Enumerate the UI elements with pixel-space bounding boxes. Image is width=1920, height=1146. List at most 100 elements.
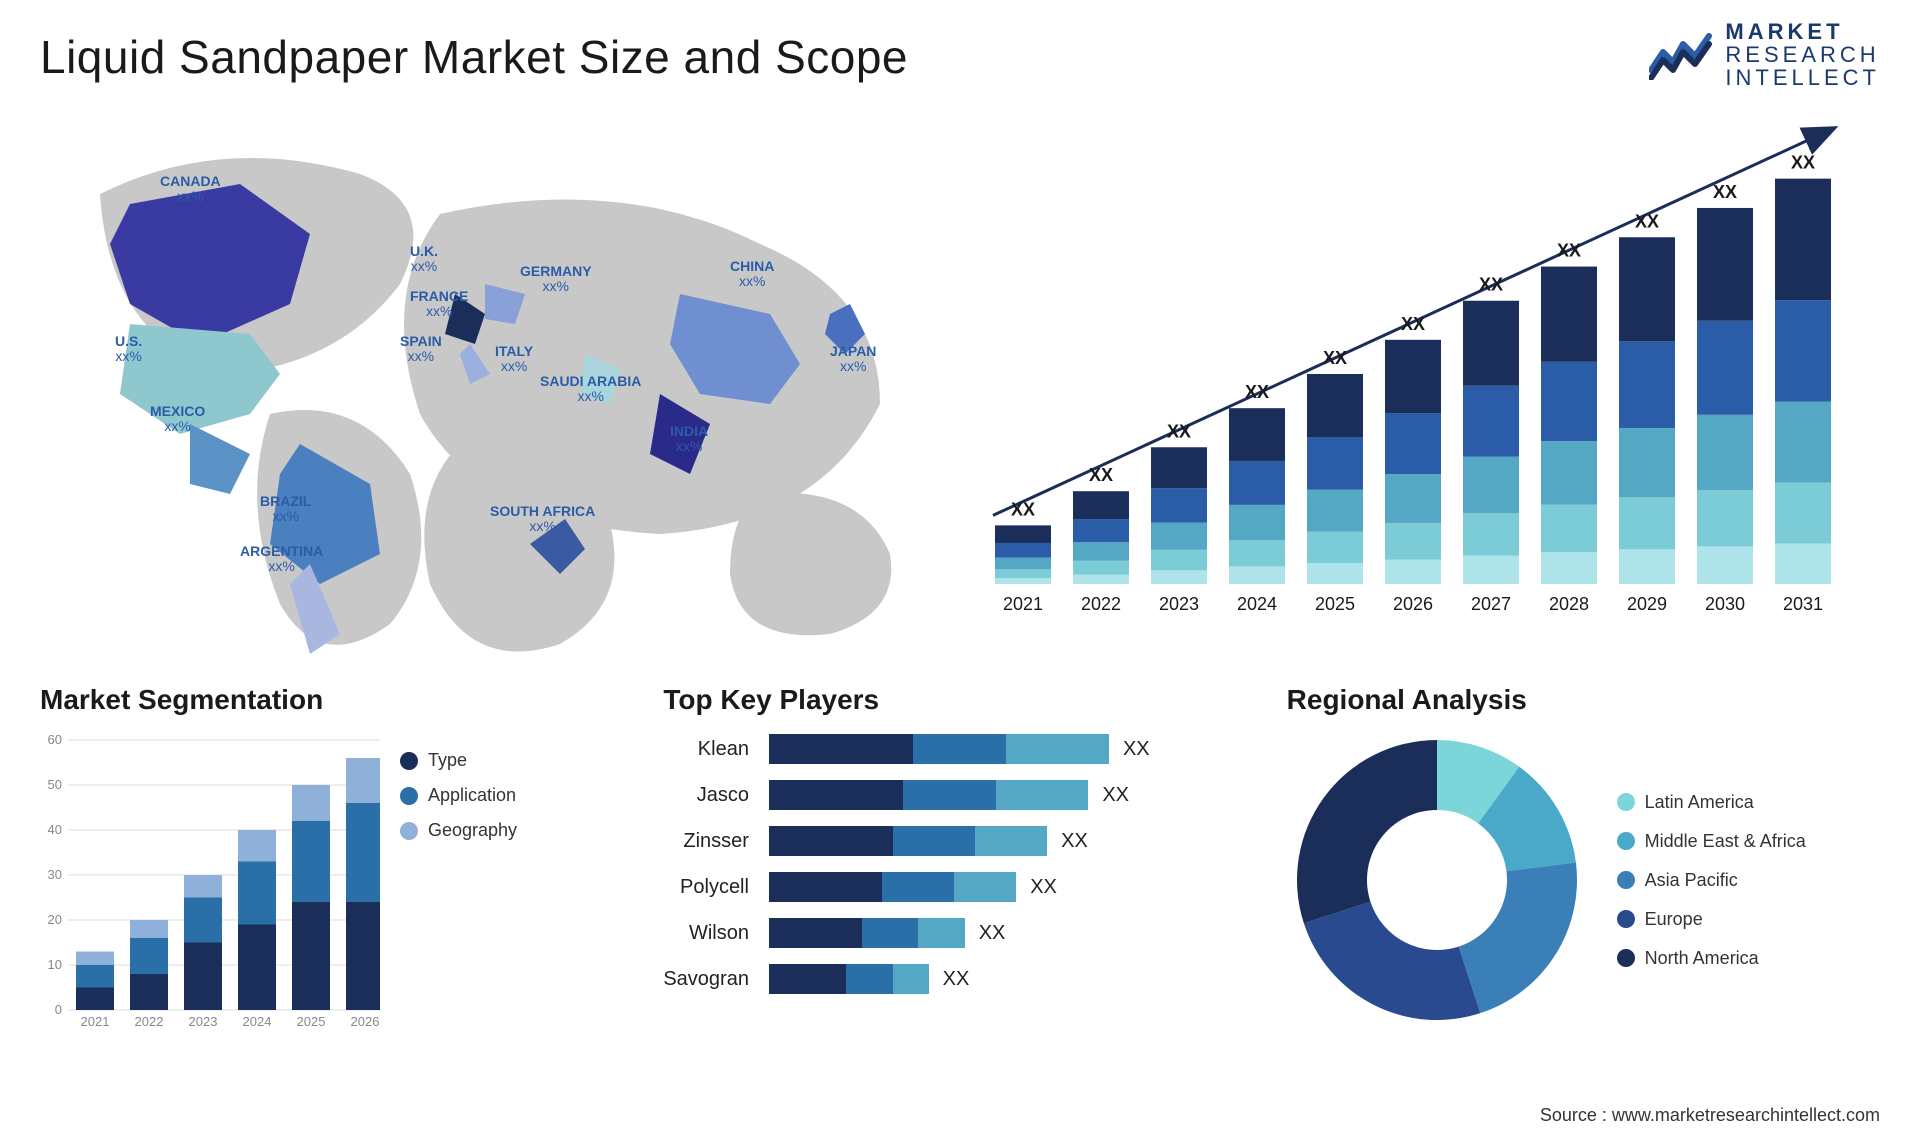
legend-label: Application	[428, 785, 516, 806]
main-forecast-chart: 2021202220232024202520262027202820292030…	[970, 114, 1880, 654]
legend-swatch-icon	[400, 787, 418, 805]
legend-label: Asia Pacific	[1645, 870, 1738, 891]
player-value: XX	[1102, 784, 1129, 807]
map-label: U.K.xx%	[410, 244, 438, 275]
map-label: MEXICOxx%	[150, 404, 205, 435]
svg-text:2029: 2029	[1627, 594, 1667, 614]
legend-item: North America	[1617, 948, 1806, 969]
svg-text:2026: 2026	[351, 1014, 380, 1029]
players-panel: Top Key Players KleanJascoZinsserPolycel…	[663, 684, 1256, 1030]
player-bar-segment	[913, 734, 1006, 764]
legend-label: Europe	[1645, 909, 1703, 930]
player-name: Zinsser	[683, 826, 749, 856]
regional-legend: Latin America Middle East & Africa Asia Pa…	[1617, 792, 1806, 969]
legend-item: Geography	[400, 820, 517, 841]
player-value: XX	[1123, 738, 1150, 761]
player-bar-segment	[862, 918, 919, 948]
player-value: XX	[1030, 876, 1057, 899]
map-label: INDIAxx%	[670, 424, 708, 455]
player-bar-segment	[903, 780, 996, 810]
player-bar-row: XX	[769, 826, 1257, 856]
legend-label: Type	[428, 750, 467, 771]
svg-text:10: 10	[48, 957, 62, 972]
legend-swatch-icon	[1617, 910, 1635, 928]
player-bar-segment	[893, 826, 975, 856]
svg-text:XX: XX	[1401, 314, 1425, 334]
legend-swatch-icon	[1617, 871, 1635, 889]
legend-swatch-icon	[1617, 949, 1635, 967]
segmentation-chart-svg: 202120222023202420252026 0102030405060	[40, 730, 380, 1030]
legend-label: North America	[1645, 948, 1759, 969]
player-bar-segment	[769, 872, 882, 902]
svg-text:2031: 2031	[1783, 594, 1823, 614]
main-chart-svg: 2021202220232024202520262027202820292030…	[970, 114, 1880, 654]
svg-text:2023: 2023	[189, 1014, 218, 1029]
player-bar	[769, 872, 1016, 902]
svg-text:2023: 2023	[1159, 594, 1199, 614]
player-bar-segment	[996, 780, 1089, 810]
player-bar	[769, 918, 965, 948]
legend-swatch-icon	[1617, 832, 1635, 850]
segmentation-panel: Market Segmentation 20212022202320242025…	[40, 684, 633, 1030]
legend-item: Type	[400, 750, 517, 771]
svg-text:2024: 2024	[1237, 594, 1277, 614]
players-row-labels: KleanJascoZinsserPolycellWilsonSavogran	[663, 730, 749, 994]
segmentation-title: Market Segmentation	[40, 684, 633, 716]
player-bar-segment	[769, 780, 903, 810]
svg-text:XX: XX	[1557, 241, 1581, 261]
players-bars: XXXXXXXXXXXX	[769, 730, 1257, 994]
player-bar	[769, 964, 929, 994]
map-label: ITALYxx%	[495, 344, 533, 375]
page-title: Liquid Sandpaper Market Size and Scope	[40, 30, 1880, 84]
player-bar-row: XX	[769, 872, 1257, 902]
legend-swatch-icon	[400, 752, 418, 770]
svg-text:XX: XX	[1089, 465, 1113, 485]
map-label: CHINAxx%	[730, 259, 774, 290]
map-label: FRANCExx%	[410, 289, 468, 320]
legend-item: Application	[400, 785, 517, 806]
svg-text:2028: 2028	[1549, 594, 1589, 614]
svg-text:XX: XX	[1791, 153, 1815, 173]
player-bar-segment	[769, 918, 862, 948]
legend-swatch-icon	[400, 822, 418, 840]
legend-swatch-icon	[1617, 793, 1635, 811]
svg-text:XX: XX	[1323, 348, 1347, 368]
player-bar-row: XX	[769, 780, 1257, 810]
player-bar-row: XX	[769, 918, 1257, 948]
svg-text:2030: 2030	[1705, 594, 1745, 614]
player-value: XX	[1061, 830, 1088, 853]
player-bar-segment	[769, 964, 846, 994]
player-bar-segment	[975, 826, 1047, 856]
map-label: SAUDI ARABIAxx%	[540, 374, 641, 405]
player-bar-segment	[893, 964, 929, 994]
brand-logo: MARKET RESEARCH INTELLECT	[1649, 20, 1880, 89]
legend-item: Europe	[1617, 909, 1806, 930]
svg-text:XX: XX	[1245, 382, 1269, 402]
player-value: XX	[979, 922, 1006, 945]
map-label: SOUTH AFRICAxx%	[490, 504, 595, 535]
legend-label: Latin America	[1645, 792, 1754, 813]
player-bar	[769, 734, 1109, 764]
player-bar-row: XX	[769, 734, 1257, 764]
legend-item: Middle East & Africa	[1617, 831, 1806, 852]
regional-panel: Regional Analysis Latin America Middle Ea…	[1287, 684, 1880, 1030]
map-label: SPAINxx%	[400, 334, 442, 365]
world-map-panel: CANADAxx%U.S.xx%MEXICOxx%BRAZILxx%ARGENT…	[40, 114, 940, 654]
svg-text:XX: XX	[1479, 275, 1503, 295]
svg-text:2025: 2025	[297, 1014, 326, 1029]
svg-text:2022: 2022	[135, 1014, 164, 1029]
logo-mark-icon	[1649, 30, 1713, 80]
legend-item: Asia Pacific	[1617, 870, 1806, 891]
svg-text:2021: 2021	[1003, 594, 1043, 614]
svg-text:20: 20	[48, 912, 62, 927]
svg-text:60: 60	[48, 732, 62, 747]
player-bar-row: XX	[769, 964, 1257, 994]
regional-title: Regional Analysis	[1287, 684, 1880, 716]
svg-text:XX: XX	[1167, 421, 1191, 441]
player-name: Wilson	[689, 918, 749, 948]
svg-text:2021: 2021	[81, 1014, 110, 1029]
player-bar-segment	[846, 964, 892, 994]
legend-item: Latin America	[1617, 792, 1806, 813]
svg-text:30: 30	[48, 867, 62, 882]
player-name: Savogran	[663, 964, 749, 994]
